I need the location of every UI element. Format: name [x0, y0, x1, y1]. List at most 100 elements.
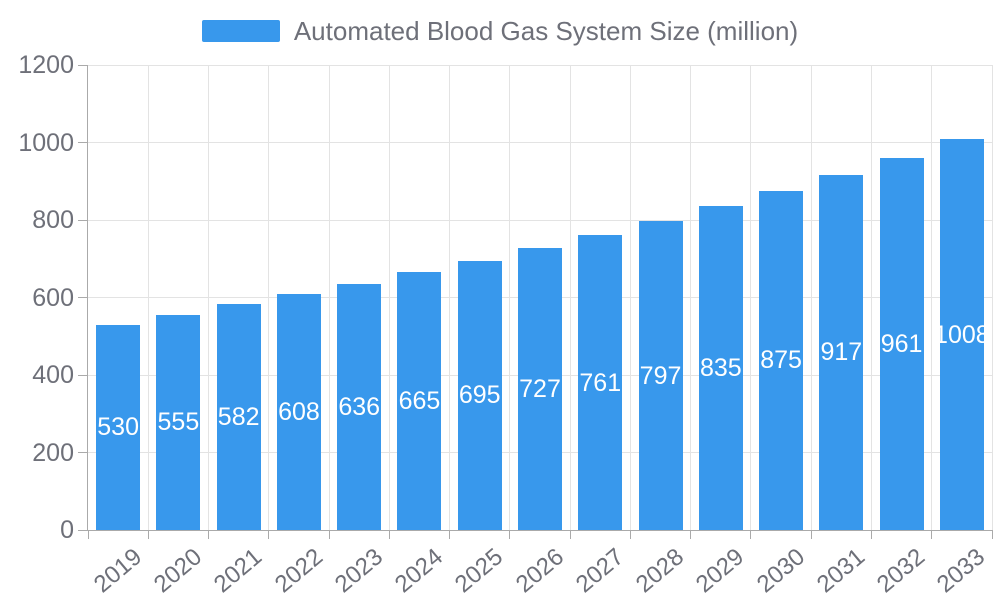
x-axis-tick [931, 530, 933, 539]
vertical-gridline [810, 65, 812, 530]
x-axis-tick-label: 2019 [88, 543, 147, 599]
bar-value-label: 695 [458, 381, 501, 410]
bar[interactable] [276, 294, 321, 530]
x-axis-tick-label: 2031 [811, 543, 871, 599]
bar-value-label: 875 [760, 346, 802, 375]
bar[interactable] [759, 190, 804, 530]
vertical-gridline [629, 65, 631, 530]
bar[interactable] [457, 260, 502, 530]
bar[interactable] [578, 235, 623, 530]
y-axis-tick [78, 142, 88, 143]
horizontal-gridline [88, 64, 992, 66]
bar[interactable] [819, 174, 864, 530]
bar-value-label: 636 [338, 392, 381, 421]
y-axis-tick-label: 600 [32, 283, 74, 312]
legend-swatch [201, 20, 280, 42]
x-axis-tick [208, 530, 210, 539]
y-axis-tick [78, 374, 88, 376]
vertical-gridline [991, 65, 993, 530]
x-axis-tick-label: 2026 [510, 543, 569, 599]
bar-value-label: 761 [579, 368, 622, 397]
x-axis-tick-label: 2033 [932, 543, 991, 599]
y-axis-tick [78, 297, 88, 298]
y-axis-tick-label: 1200 [18, 51, 74, 79]
x-axis-tick [870, 530, 872, 539]
vertical-gridline [328, 65, 330, 530]
x-axis-tick [388, 530, 390, 539]
x-axis-tick [810, 530, 812, 539]
bar[interactable] [638, 221, 683, 530]
bar-value-label: 582 [217, 403, 260, 432]
bar-value-label: 608 [278, 398, 320, 427]
horizontal-gridline [88, 142, 992, 143]
y-axis-tick [78, 64, 88, 66]
bar[interactable] [397, 272, 442, 530]
y-axis-tick-label: 400 [32, 361, 74, 389]
bar[interactable] [879, 157, 924, 530]
y-axis-tick-label: 200 [32, 438, 74, 467]
y-axis-tick [78, 452, 88, 453]
bar[interactable] [939, 139, 984, 530]
y-axis-tick-label: 800 [32, 206, 74, 234]
horizontal-gridline [88, 219, 992, 221]
x-axis-tick [750, 530, 752, 539]
legend-label: Automated Blood Gas System Size (million… [293, 16, 799, 46]
x-axis-tick-label: 2027 [570, 543, 629, 599]
vertical-gridline [870, 65, 872, 530]
x-axis-tick-label: 2021 [209, 543, 268, 599]
x-axis-tick-label: 2020 [148, 543, 208, 599]
bar-value-label: 530 [97, 413, 139, 442]
bar-value-label: 665 [398, 387, 441, 416]
y-axis-tick-label: 0 [60, 516, 74, 544]
x-axis-tick [449, 530, 451, 539]
vertical-gridline [208, 65, 210, 530]
vertical-gridline [449, 65, 451, 530]
bar-value-label: 961 [880, 329, 923, 358]
x-axis-tick [268, 530, 270, 539]
bar[interactable] [698, 206, 743, 530]
bar[interactable] [96, 324, 141, 530]
y-axis-tick [78, 529, 88, 531]
bar[interactable] [337, 283, 382, 530]
vertical-gridline [569, 65, 571, 530]
y-axis-tick [78, 219, 88, 221]
vertical-gridline [750, 65, 752, 530]
x-axis-tick [328, 530, 330, 539]
bar-value-label: 1008 [934, 320, 990, 349]
vertical-gridline [690, 65, 692, 530]
bar[interactable] [156, 314, 201, 530]
bar-value-label: 917 [820, 338, 863, 367]
x-axis-tick-label: 2032 [872, 543, 931, 599]
x-axis-tick-label: 2025 [450, 543, 509, 599]
y-axis-tick-label: 1000 [18, 128, 74, 157]
x-axis-tick [690, 530, 692, 539]
x-axis-tick-label: 2023 [329, 543, 388, 599]
bar-value-label: 797 [639, 361, 682, 390]
x-axis-tick [991, 530, 993, 539]
vertical-gridline [388, 65, 390, 530]
y-axis-line [87, 65, 88, 531]
vertical-gridline [931, 65, 933, 530]
x-axis-tick [569, 530, 571, 539]
x-axis-tick [509, 530, 511, 539]
bar[interactable] [518, 248, 562, 530]
x-axis-tick [147, 530, 149, 539]
x-axis-tick-label: 2022 [269, 543, 328, 599]
vertical-gridline [268, 65, 270, 530]
bar[interactable] [216, 304, 261, 530]
x-axis-tick [87, 530, 89, 539]
bar-value-label: 727 [519, 375, 561, 404]
vertical-gridline [509, 65, 511, 530]
x-axis-tick-label: 2028 [631, 543, 690, 599]
vertical-gridline [147, 65, 149, 530]
x-axis-line [87, 530, 992, 531]
legend-item[interactable]: Automated Blood Gas System Size (million… [0, 16, 1000, 46]
bar-value-label: 835 [699, 354, 742, 383]
x-axis-tick-label: 2030 [751, 543, 810, 599]
x-axis-tick-label: 2024 [389, 543, 449, 599]
x-axis-tick [629, 530, 631, 539]
bar-value-label: 555 [157, 408, 200, 437]
x-axis-tick-label: 2029 [691, 543, 750, 599]
